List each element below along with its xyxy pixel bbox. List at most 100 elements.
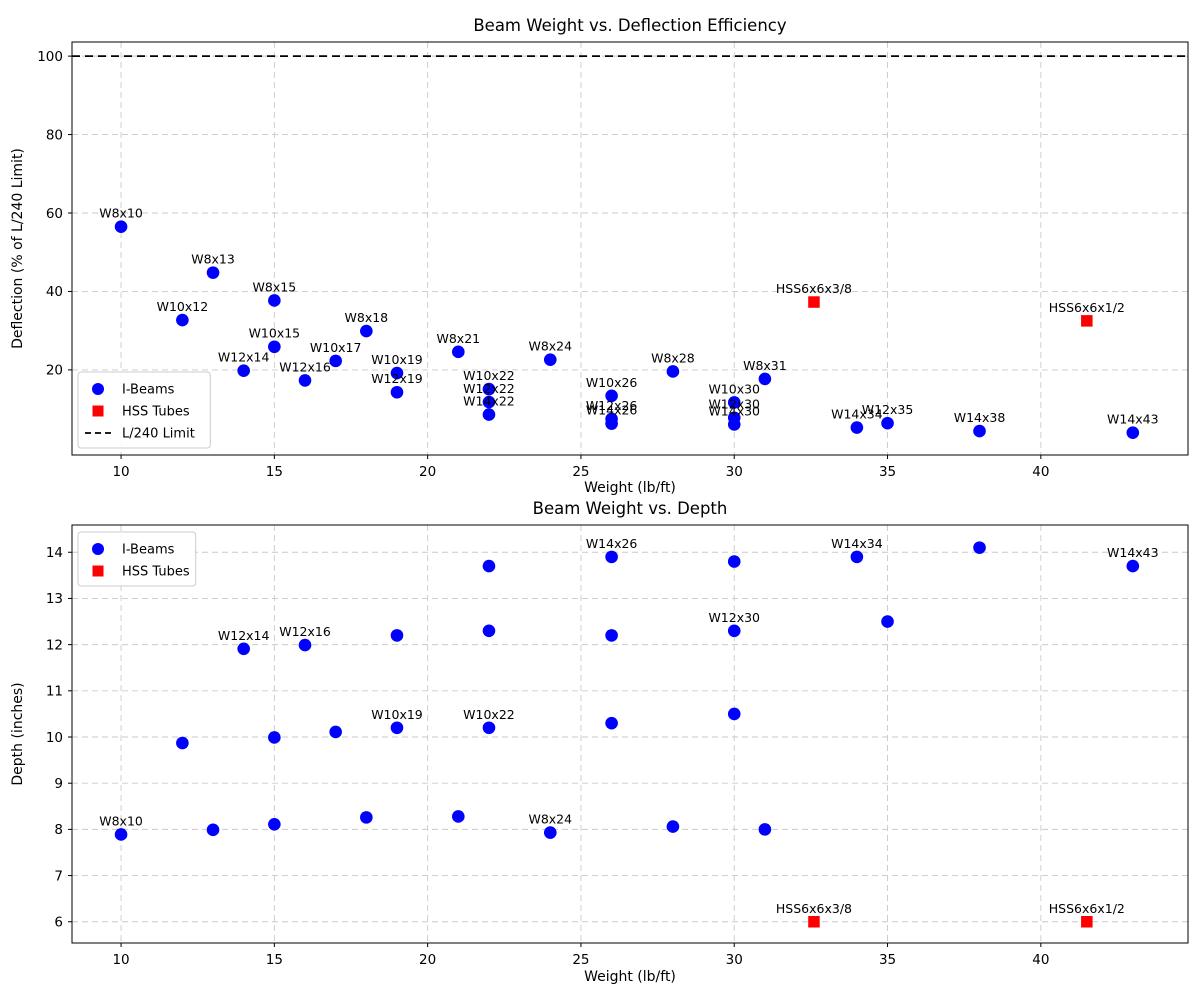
point-label: W12x16 (279, 359, 331, 374)
point-label: W14x34 (831, 407, 883, 422)
x-tick-label: 10 (112, 952, 129, 968)
point-label: W12x22 (463, 381, 515, 396)
x-tick-label: 25 (572, 464, 589, 480)
x-axis-label: Weight (lb/ft) (584, 480, 676, 496)
point-label: W8x15 (253, 279, 297, 294)
point-label: W12x14 (218, 350, 270, 365)
data-point (808, 296, 820, 308)
data-point (605, 550, 618, 564)
point-label: W10x19 (371, 352, 423, 367)
legend: I-Beams HSS Tubes (77, 531, 197, 587)
data-point (482, 395, 496, 409)
data-point (666, 365, 680, 378)
x-tick-label: 25 (572, 952, 589, 968)
data-point (543, 826, 557, 839)
data-point (452, 810, 465, 823)
x-tick-label: 20 (419, 464, 436, 480)
data-point (881, 615, 894, 628)
y-tick-label: 11 (46, 684, 63, 700)
data-point (390, 366, 404, 380)
data-point (390, 629, 404, 642)
chart-title: Beam Weight vs. Deflection Efficiency (473, 16, 787, 35)
x-tick-label: 30 (726, 464, 743, 480)
point-label: W10x22 (463, 368, 515, 383)
data-point (973, 424, 986, 438)
data-point (850, 550, 864, 564)
point-label: W8x10 (99, 206, 143, 221)
point-label: W12x30 (708, 397, 760, 412)
point-label: W14x26 (586, 536, 638, 551)
data-point (543, 353, 557, 366)
point-label: W14x30 (708, 403, 760, 418)
data-point (237, 364, 250, 377)
point-label: W8x31 (743, 358, 787, 373)
point-label: W14x22 (463, 394, 515, 409)
point-label: W10x17 (310, 340, 362, 355)
data-point (850, 421, 864, 434)
legend-square-marker (92, 405, 104, 417)
y-axis-label: Depth (inches) (10, 682, 26, 785)
data-point (758, 823, 772, 836)
point-label: W8x10 (99, 813, 143, 828)
point-label: W10x22 (463, 707, 515, 722)
data-point (482, 559, 496, 573)
y-tick-label: 80 (46, 127, 63, 143)
point-label: W8x13 (191, 252, 235, 267)
y-tick-label: 6 (54, 915, 63, 931)
legend-item-label: HSS Tubes (122, 405, 190, 420)
y-tick-label: 12 (46, 637, 63, 653)
point-label: W12x26 (586, 398, 638, 413)
point-label: W12x35 (862, 402, 914, 417)
data-point (390, 721, 404, 735)
legend-square-marker (92, 565, 104, 577)
deflection-chart: W8x10 W10x12 W8x13 W12x14 W8x15 W10x15 W12x16 W… (10, 16, 1189, 496)
data-point (176, 736, 189, 750)
x-tick-label: 40 (1032, 952, 1049, 968)
data-point (390, 385, 404, 399)
x-tick-label: 15 (266, 464, 283, 480)
point-label: W8x21 (436, 331, 480, 346)
data-point (482, 408, 496, 421)
x-tick-label: 10 (112, 464, 129, 480)
data-point (114, 220, 128, 234)
point-label: W14x38 (954, 410, 1006, 425)
data-point (605, 716, 618, 730)
data-point (1081, 315, 1093, 327)
point-label: W14x34 (831, 536, 883, 551)
y-tick-label: 20 (46, 363, 63, 379)
point-label: W12x30 (708, 610, 760, 625)
data-point (268, 731, 281, 744)
data-point (298, 638, 312, 652)
point-label: W8x18 (345, 310, 389, 325)
y-axis-label: Deflection (% of L/240 Limit) (10, 148, 26, 349)
y-tick-label: 10 (46, 730, 63, 746)
point-label: W12x14 (218, 628, 270, 643)
data-point (605, 389, 618, 403)
data-point (176, 313, 189, 327)
data-point (881, 416, 894, 430)
data-point (237, 642, 250, 656)
y-tick-label: 13 (46, 591, 63, 607)
x-tick-label: 35 (879, 464, 896, 480)
point-label: HSS6x6x3/8 (776, 901, 852, 916)
data-point (268, 294, 281, 307)
point-label: W14x26 (586, 403, 638, 418)
x-axis-label: Weight (lb/ft) (584, 969, 676, 985)
x-tick-label: 15 (266, 952, 283, 968)
point-label: HSS6x6x3/8 (776, 281, 852, 296)
data-point (605, 629, 618, 642)
data-point (360, 811, 373, 824)
y-tick-label: 60 (46, 206, 63, 222)
legend-item-label: I-Beams (122, 543, 175, 558)
point-label: W8x28 (651, 350, 695, 365)
data-point (727, 396, 741, 409)
x-tick-label: 20 (419, 952, 436, 968)
point-label: W14x43 (1107, 545, 1159, 560)
data-point (1126, 559, 1140, 573)
y-tick-label: 100 (37, 49, 63, 65)
y-tick-label: 7 (54, 868, 63, 884)
chart-title: Beam Weight vs. Depth (533, 499, 728, 518)
data-point (329, 354, 342, 368)
point-label: W12x19 (371, 371, 423, 386)
data-point (298, 374, 312, 387)
